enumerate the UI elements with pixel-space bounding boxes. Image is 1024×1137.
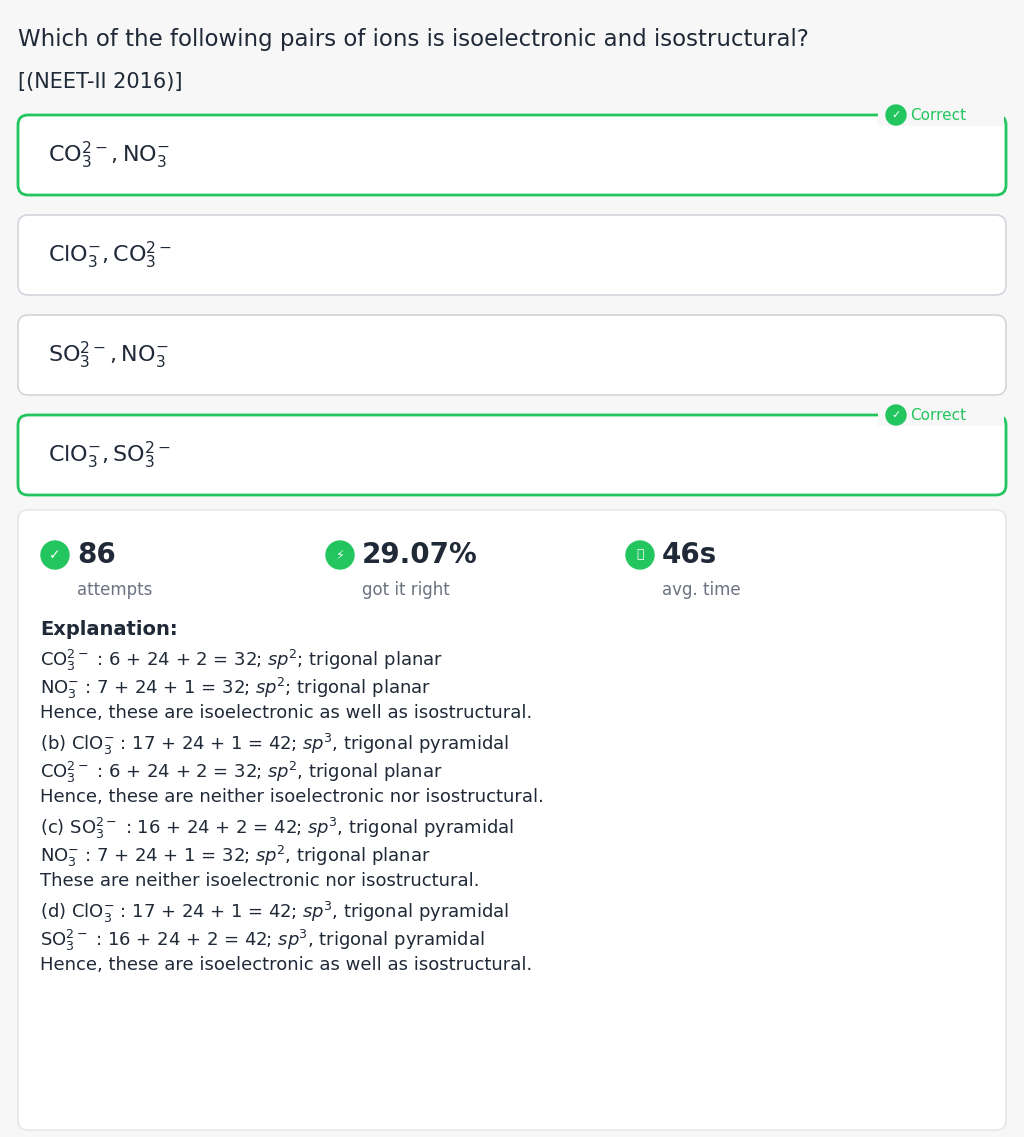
Text: Correct: Correct xyxy=(910,108,966,123)
Text: $\mathregular{SO_3^{2-}, NO_3^{-}}$: $\mathregular{SO_3^{2-}, NO_3^{-}}$ xyxy=(48,340,169,371)
Circle shape xyxy=(886,405,906,425)
Bar xyxy=(878,404,1004,426)
Text: ✓: ✓ xyxy=(891,110,901,121)
Text: $\mathregular{CO_3^{2-}}$ : 6 + 24 + 2 = 32; $\it{sp}$$^2$, trigonal planar: $\mathregular{CO_3^{2-}}$ : 6 + 24 + 2 =… xyxy=(40,760,442,786)
Text: 🕐: 🕐 xyxy=(636,548,644,562)
Text: Hence, these are neither isoelectronic nor isostructural.: Hence, these are neither isoelectronic n… xyxy=(40,788,544,806)
Text: Which of the following pairs of ions is isoelectronic and isostructural?: Which of the following pairs of ions is … xyxy=(18,28,809,51)
Text: ✓: ✓ xyxy=(49,548,60,562)
Text: These are neither isoelectronic nor isostructural.: These are neither isoelectronic nor isos… xyxy=(40,872,479,890)
Text: $\mathregular{CO_3^{2-}, NO_3^{-}}$: $\mathregular{CO_3^{2-}, NO_3^{-}}$ xyxy=(48,140,170,171)
Text: $\mathregular{NO_3^{-}}$ : 7 + 24 + 1 = 32; $\it{sp}$$^2$; trigonal planar: $\mathregular{NO_3^{-}}$ : 7 + 24 + 1 = … xyxy=(40,677,431,702)
Circle shape xyxy=(626,541,654,568)
FancyBboxPatch shape xyxy=(18,415,1006,495)
Text: 86: 86 xyxy=(77,541,116,568)
FancyBboxPatch shape xyxy=(18,511,1006,1130)
Text: $\mathregular{ClO_3^{-}, SO_3^{2-}}$: $\mathregular{ClO_3^{-}, SO_3^{2-}}$ xyxy=(48,439,171,471)
Text: ⚡: ⚡ xyxy=(336,548,344,562)
Text: 29.07%: 29.07% xyxy=(362,541,478,568)
Text: (d) $\mathregular{ClO_3^{-}}$ : 17 + 24 + 1 = 42; $\it{sp}$$^3$, trigonal pyrami: (d) $\mathregular{ClO_3^{-}}$ : 17 + 24 … xyxy=(40,901,509,926)
FancyBboxPatch shape xyxy=(18,115,1006,196)
Text: 46s: 46s xyxy=(662,541,717,568)
FancyBboxPatch shape xyxy=(18,315,1006,395)
Text: attempts: attempts xyxy=(77,581,153,599)
Text: avg. time: avg. time xyxy=(662,581,740,599)
Text: $\mathregular{SO_3^{2-}}$ : 16 + 24 + 2 = 42; $\it{sp}$$^3$, trigonal pyramidal: $\mathregular{SO_3^{2-}}$ : 16 + 24 + 2 … xyxy=(40,928,484,953)
Text: (c) $\mathregular{SO_3^{2-}}$ : 16 + 24 + 2 = 42; $\it{sp}$$^3$, trigonal pyrami: (c) $\mathregular{SO_3^{2-}}$ : 16 + 24 … xyxy=(40,816,514,841)
Text: Explanation:: Explanation: xyxy=(40,620,177,639)
Text: Hence, these are isoelectronic as well as isostructural.: Hence, these are isoelectronic as well a… xyxy=(40,704,532,722)
Text: Correct: Correct xyxy=(910,407,966,423)
Circle shape xyxy=(326,541,354,568)
Text: $\mathregular{CO_3^{2-}}$ : 6 + 24 + 2 = 32; $\it{sp}$$^2$; trigonal planar: $\mathregular{CO_3^{2-}}$ : 6 + 24 + 2 =… xyxy=(40,648,443,673)
Text: Hence, these are isoelectronic as well as isostructural.: Hence, these are isoelectronic as well a… xyxy=(40,956,532,974)
Bar xyxy=(878,103,1004,126)
FancyBboxPatch shape xyxy=(18,215,1006,294)
Text: $\mathregular{NO_3^{-}}$ : 7 + 24 + 1 = 32; $\it{sp}$$^2$, trigonal planar: $\mathregular{NO_3^{-}}$ : 7 + 24 + 1 = … xyxy=(40,844,430,869)
Text: got it right: got it right xyxy=(362,581,450,599)
Circle shape xyxy=(41,541,69,568)
Text: (b) $\mathregular{ClO_3^{-}}$ : 17 + 24 + 1 = 42; $\it{sp}$$^3$, trigonal pyrami: (b) $\mathregular{ClO_3^{-}}$ : 17 + 24 … xyxy=(40,732,509,757)
Text: ✓: ✓ xyxy=(891,410,901,420)
Text: $\mathregular{ClO_3^{-}, CO_3^{2-}}$: $\mathregular{ClO_3^{-}, CO_3^{2-}}$ xyxy=(48,240,172,271)
Circle shape xyxy=(886,105,906,125)
Text: [(NEET-II 2016)]: [(NEET-II 2016)] xyxy=(18,72,182,92)
